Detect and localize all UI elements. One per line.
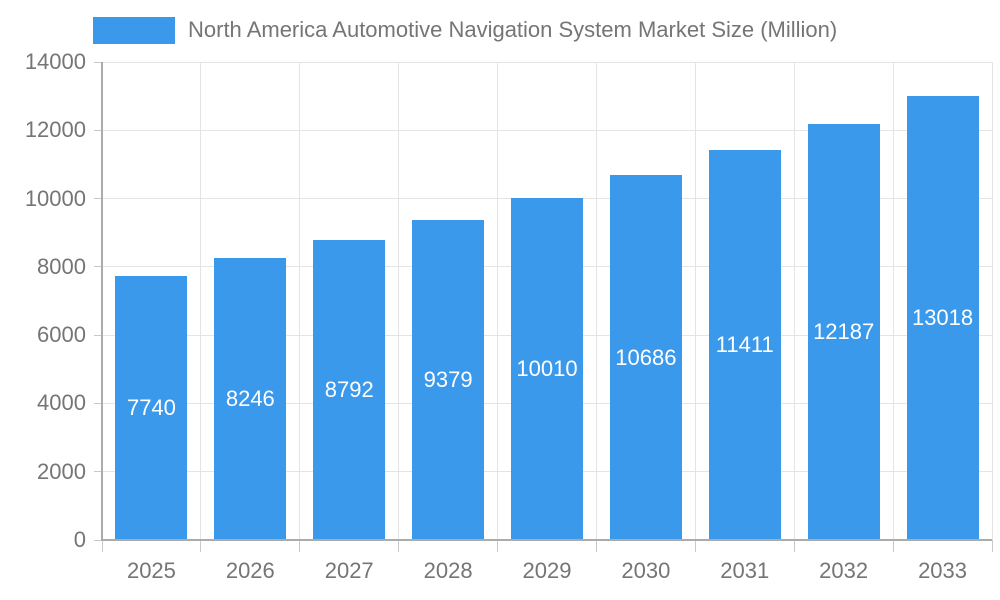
- x-tick: [694, 540, 696, 552]
- x-axis-label: 2028: [423, 558, 473, 583]
- x-gridline: [991, 62, 993, 540]
- x-axis-label: 2030: [621, 558, 671, 583]
- bar-value-label: 12187: [813, 318, 875, 344]
- bar-value-label: 8792: [324, 376, 374, 402]
- y-tick: [94, 266, 102, 268]
- x-tick: [595, 540, 597, 552]
- bar-2026[interactable]: [214, 258, 287, 539]
- y-tick: [94, 129, 102, 131]
- x-gridline: [793, 62, 795, 540]
- x-gridline: [299, 62, 301, 540]
- y-tick: [94, 539, 102, 541]
- y-tick: [94, 402, 102, 404]
- y-axis-label: 6000: [37, 322, 86, 348]
- y-gridline: [102, 129, 992, 131]
- bar-value-label: 10686: [615, 344, 677, 370]
- x-axis-label: 2033: [918, 558, 968, 583]
- x-gridline: [398, 62, 400, 540]
- y-axis-label: 8000: [37, 253, 86, 279]
- legend-swatch-icon: [93, 16, 175, 44]
- y-axis-label: 0: [73, 527, 86, 552]
- y-tick: [94, 61, 102, 63]
- x-tick: [892, 540, 894, 552]
- bar-value-label: 8246: [225, 386, 275, 412]
- y-tick: [94, 198, 102, 200]
- y-axis-label: 10000: [24, 185, 86, 211]
- bar-value-label: 11411: [715, 332, 774, 358]
- bar-2028[interactable]: [412, 219, 485, 539]
- legend-label: North America Automotive Navigation Syst…: [188, 17, 838, 42]
- x-gridline: [892, 62, 894, 540]
- y-tick: [94, 334, 102, 336]
- x-axis-label: 2025: [126, 558, 176, 583]
- bar-value-label: 7740: [126, 394, 176, 420]
- x-tick: [793, 540, 795, 552]
- bar-2031[interactable]: [708, 150, 781, 539]
- x-tick: [101, 540, 103, 552]
- y-axis-label: 2000: [37, 458, 86, 484]
- bar-2030[interactable]: [609, 175, 682, 539]
- bar-2032[interactable]: [807, 123, 880, 539]
- bar-value-label: 10010: [516, 356, 578, 382]
- x-gridline: [595, 62, 597, 540]
- x-axis-line: [101, 539, 992, 541]
- bar-2027[interactable]: [313, 239, 386, 539]
- y-tick: [94, 471, 102, 473]
- x-tick: [299, 540, 301, 552]
- y-axis-label: 12000: [24, 117, 86, 143]
- bar-value-label: 13018: [911, 304, 974, 330]
- x-axis-label: 2027: [324, 558, 374, 583]
- x-gridline: [694, 62, 696, 540]
- x-axis-label: 2032: [819, 558, 869, 583]
- x-axis-label: 2026: [225, 558, 275, 583]
- x-tick: [497, 540, 499, 552]
- bar-2033[interactable]: [906, 95, 979, 539]
- bar-2029[interactable]: [511, 198, 583, 539]
- bar-2025[interactable]: [115, 275, 188, 539]
- y-axis-label: 4000: [37, 390, 86, 416]
- legend[interactable]: North America Automotive Navigation Syst…: [93, 16, 837, 44]
- bar-value-label: 9379: [423, 366, 473, 392]
- x-gridline: [497, 62, 499, 540]
- x-gridline: [200, 62, 202, 540]
- x-tick: [991, 540, 993, 552]
- x-axis-label: 2031: [720, 558, 770, 583]
- y-axis-line: [101, 62, 103, 541]
- x-axis-label: 2029: [522, 558, 572, 583]
- x-tick: [200, 540, 202, 552]
- y-gridline: [102, 61, 992, 63]
- y-axis-label: 14000: [24, 49, 86, 74]
- x-tick: [398, 540, 400, 552]
